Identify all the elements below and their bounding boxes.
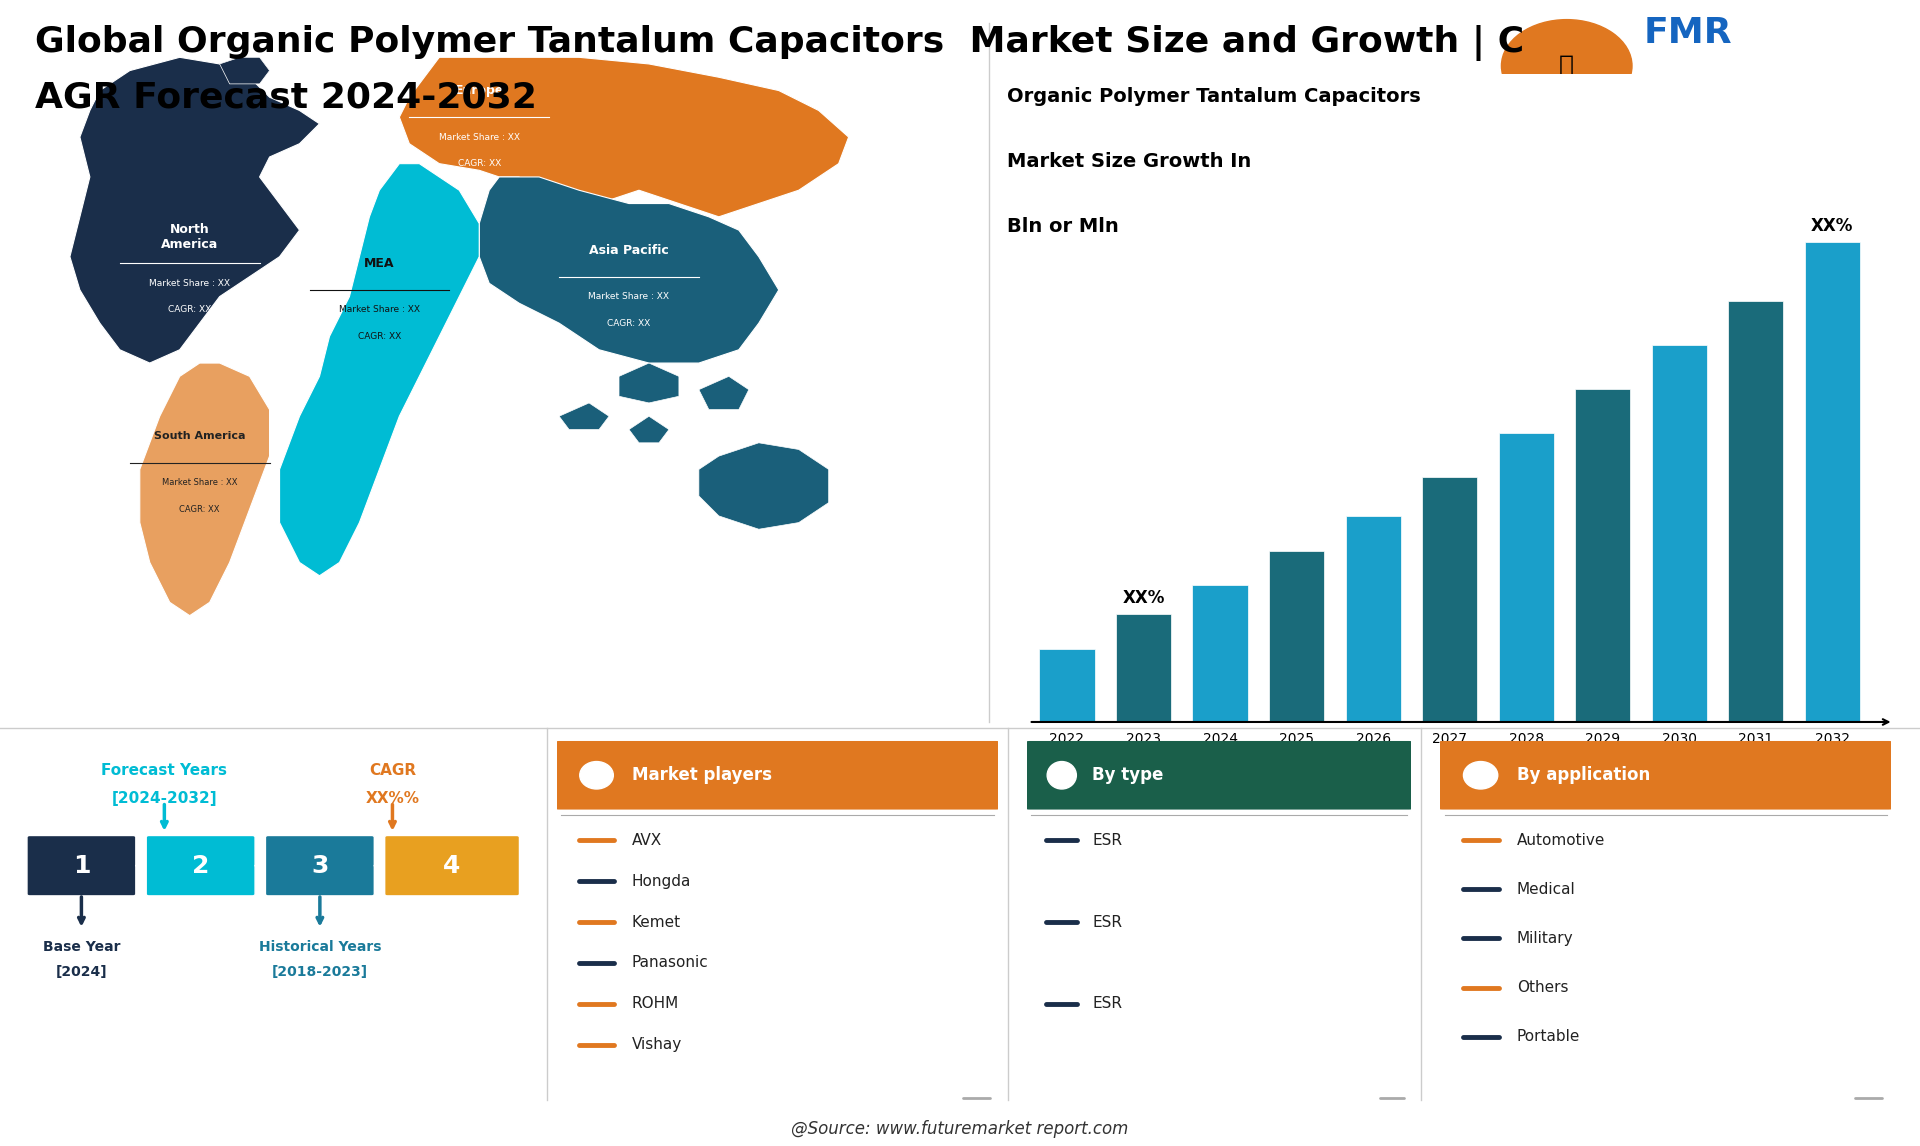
Text: Market Share : XX: Market Share : XX (589, 292, 670, 301)
Text: CAGR: XX: CAGR: XX (457, 159, 501, 168)
Text: North
America: North America (161, 222, 219, 251)
Polygon shape (480, 176, 780, 363)
Text: 4: 4 (444, 854, 461, 878)
Bar (1423, 477, 1476, 722)
Text: FMR: FMR (1644, 16, 1732, 50)
Bar (1346, 517, 1400, 722)
Text: [2018-2023]: [2018-2023] (273, 965, 369, 979)
Circle shape (1046, 762, 1077, 788)
FancyBboxPatch shape (553, 741, 1002, 809)
Text: Asia Pacific: Asia Pacific (589, 244, 668, 257)
Circle shape (580, 762, 612, 788)
Polygon shape (399, 57, 849, 217)
Circle shape (1501, 19, 1632, 112)
FancyBboxPatch shape (27, 835, 136, 896)
Bar (1039, 649, 1094, 722)
Text: South America: South America (154, 431, 246, 441)
Text: [2024-2032]: [2024-2032] (111, 791, 217, 806)
Text: Military: Military (1517, 931, 1572, 945)
Text: XX%%: XX%% (365, 791, 419, 806)
Text: Market Share : XX: Market Share : XX (150, 278, 230, 288)
Bar (1574, 390, 1630, 722)
Text: Forecast Years: Forecast Years (102, 763, 227, 778)
Text: XX%: XX% (1811, 217, 1853, 235)
Bar (1805, 242, 1860, 722)
Polygon shape (399, 57, 568, 171)
Text: AVX: AVX (632, 833, 662, 848)
Text: 🔭: 🔭 (1559, 54, 1574, 78)
Text: MEA: MEA (365, 257, 396, 269)
Polygon shape (69, 57, 319, 363)
Text: Portable: Portable (1517, 1029, 1580, 1044)
Text: Market Share : XX: Market Share : XX (161, 478, 238, 487)
Text: Market Share : XX: Market Share : XX (340, 305, 420, 314)
FancyBboxPatch shape (1023, 741, 1415, 809)
Circle shape (1463, 762, 1498, 788)
Polygon shape (140, 363, 269, 615)
Polygon shape (280, 164, 480, 575)
Text: Automotive: Automotive (1517, 833, 1605, 848)
FancyBboxPatch shape (1436, 741, 1895, 809)
Text: Others: Others (1517, 980, 1569, 995)
Text: ESR: ESR (1092, 996, 1123, 1012)
Polygon shape (559, 403, 609, 430)
Text: Market Share : XX: Market Share : XX (440, 133, 520, 142)
Polygon shape (630, 416, 668, 442)
Text: @Source: www.futuremarket report.com: @Source: www.futuremarket report.com (791, 1120, 1129, 1138)
Polygon shape (699, 376, 749, 409)
Polygon shape (618, 363, 680, 403)
Text: Organic Polymer Tantalum Capacitors: Organic Polymer Tantalum Capacitors (1008, 87, 1421, 107)
Text: By type: By type (1092, 767, 1164, 784)
Text: Base Year: Base Year (42, 940, 121, 955)
Text: Market players: Market players (632, 767, 772, 784)
Text: ROHM: ROHM (632, 996, 680, 1012)
Bar (1500, 433, 1553, 722)
Text: Vishay: Vishay (632, 1037, 682, 1052)
Text: AGR Forecast 2024-2032: AGR Forecast 2024-2032 (35, 80, 536, 115)
Text: 3: 3 (311, 854, 328, 878)
Text: Bln or Mln: Bln or Mln (1008, 217, 1119, 236)
Text: ESR: ESR (1092, 915, 1123, 929)
Text: Market Size Growth In: Market Size Growth In (1008, 152, 1252, 171)
Text: CAGR: XX: CAGR: XX (357, 332, 401, 342)
Text: FUTURE MARKET REPORT: FUTURE MARKET REPORT (1644, 74, 1774, 85)
Text: CAGR: CAGR (369, 763, 417, 778)
Text: By application: By application (1517, 767, 1649, 784)
Bar (1192, 584, 1248, 722)
Text: Kemet: Kemet (632, 915, 682, 929)
Text: Panasonic: Panasonic (632, 956, 708, 971)
Text: XX%: XX% (1123, 589, 1165, 607)
Text: Historical Years: Historical Years (259, 940, 382, 955)
Text: 1: 1 (73, 854, 90, 878)
Bar (1728, 301, 1784, 722)
Polygon shape (699, 442, 829, 529)
Text: Global Organic Polymer Tantalum Capacitors  Market Size and Growth | C: Global Organic Polymer Tantalum Capacito… (35, 25, 1524, 61)
Polygon shape (219, 57, 269, 84)
Text: 2: 2 (192, 854, 209, 878)
FancyBboxPatch shape (146, 835, 255, 896)
Bar (1269, 551, 1325, 722)
Text: [2024]: [2024] (56, 965, 108, 979)
Text: CAGR: XX: CAGR: XX (607, 319, 651, 328)
FancyBboxPatch shape (265, 835, 374, 896)
Text: Hongda: Hongda (632, 873, 691, 888)
Text: Europe: Europe (455, 84, 503, 97)
Text: CAGR: XX: CAGR: XX (179, 504, 221, 513)
Text: CAGR: XX: CAGR: XX (169, 305, 211, 314)
Bar (1116, 614, 1171, 722)
Text: Medical: Medical (1517, 881, 1576, 897)
FancyBboxPatch shape (384, 835, 520, 896)
Bar (1651, 345, 1707, 722)
Text: ESR: ESR (1092, 833, 1123, 848)
